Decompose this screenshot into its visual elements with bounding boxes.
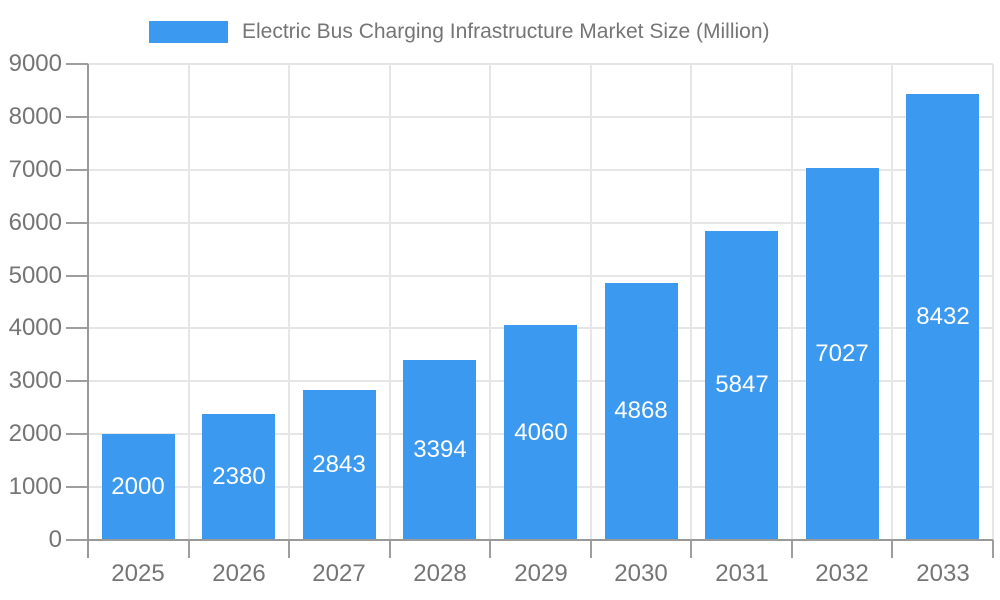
bar-value-label: 4060: [514, 419, 568, 446]
y-gridline: [88, 222, 993, 224]
legend-label: Electric Bus Charging Infrastructure Mar…: [242, 20, 770, 43]
bar-value-label: 2380: [212, 463, 266, 490]
y-tick: [66, 275, 88, 277]
y-gridline: [88, 169, 993, 171]
bar-value-label: 7027: [815, 340, 869, 367]
y-tick: [66, 63, 88, 65]
x-tick: [288, 540, 290, 558]
x-gridline: [489, 64, 491, 540]
x-gridline: [389, 64, 391, 540]
bar-value-label: 3394: [413, 436, 467, 463]
x-axis-label: 2030: [614, 560, 668, 587]
y-tick: [66, 169, 88, 171]
y-tick: [66, 222, 88, 224]
bar-2028[interactable]: [403, 360, 476, 540]
x-tick: [891, 540, 893, 558]
x-tick: [690, 540, 692, 558]
x-axis-label: 2029: [514, 560, 568, 587]
x-gridline: [891, 64, 893, 540]
legend-swatch: [149, 21, 228, 43]
x-axis-label: 2031: [715, 560, 769, 587]
y-axis-label: 8000: [8, 103, 62, 130]
y-tick: [66, 380, 88, 382]
y-axis-label: 3000: [8, 367, 62, 394]
x-tick: [590, 540, 592, 558]
x-tick: [188, 540, 190, 558]
x-axis-label: 2032: [815, 560, 869, 587]
y-axis-label: 1000: [8, 473, 62, 500]
bar-2027[interactable]: [303, 390, 376, 540]
x-axis-label: 2027: [312, 560, 366, 587]
x-gridline: [791, 64, 793, 540]
x-gridline: [288, 64, 290, 540]
y-axis-label: 0: [48, 526, 62, 553]
x-tick: [389, 540, 391, 558]
x-axis-line: [88, 539, 993, 541]
y-gridline: [88, 116, 993, 118]
x-tick: [489, 540, 491, 558]
y-tick: [66, 539, 88, 541]
x-tick: [791, 540, 793, 558]
y-axis-label: 6000: [8, 209, 62, 236]
x-axis-label: 2026: [212, 560, 266, 587]
y-gridline: [88, 275, 993, 277]
y-axis-label: 2000: [8, 420, 62, 447]
bar-2030[interactable]: [605, 283, 678, 540]
bar-2031[interactable]: [705, 231, 778, 540]
bar-2026[interactable]: [202, 414, 275, 540]
y-tick: [66, 486, 88, 488]
bar-value-label: 8432: [916, 303, 970, 330]
y-tick: [66, 433, 88, 435]
x-tick: [992, 540, 994, 558]
legend-item[interactable]: Electric Bus Charging Infrastructure Mar…: [149, 21, 770, 43]
x-gridline: [992, 64, 994, 540]
bar-2029[interactable]: [504, 325, 577, 540]
y-axis-line: [87, 64, 89, 558]
x-axis-label: 2025: [111, 560, 165, 587]
bar-value-label: 4868: [614, 397, 668, 424]
bar-value-label: 2843: [312, 451, 366, 478]
y-axis-label: 5000: [8, 262, 62, 289]
x-axis-label: 2028: [413, 560, 467, 587]
bar-2025[interactable]: [102, 434, 175, 540]
y-tick: [66, 327, 88, 329]
bar-2032[interactable]: [806, 168, 879, 540]
bar-2033[interactable]: [906, 94, 979, 540]
bar-value-label: 2000: [111, 473, 165, 500]
bar-value-label: 5847: [715, 371, 769, 398]
y-axis-label: 9000: [8, 50, 62, 77]
y-gridline: [88, 63, 993, 65]
y-axis-label: 4000: [8, 314, 62, 341]
x-gridline: [188, 64, 190, 540]
x-axis-label: 2033: [916, 560, 970, 587]
y-axis-label: 7000: [8, 156, 62, 183]
y-tick: [66, 116, 88, 118]
x-gridline: [690, 64, 692, 540]
x-gridline: [590, 64, 592, 540]
